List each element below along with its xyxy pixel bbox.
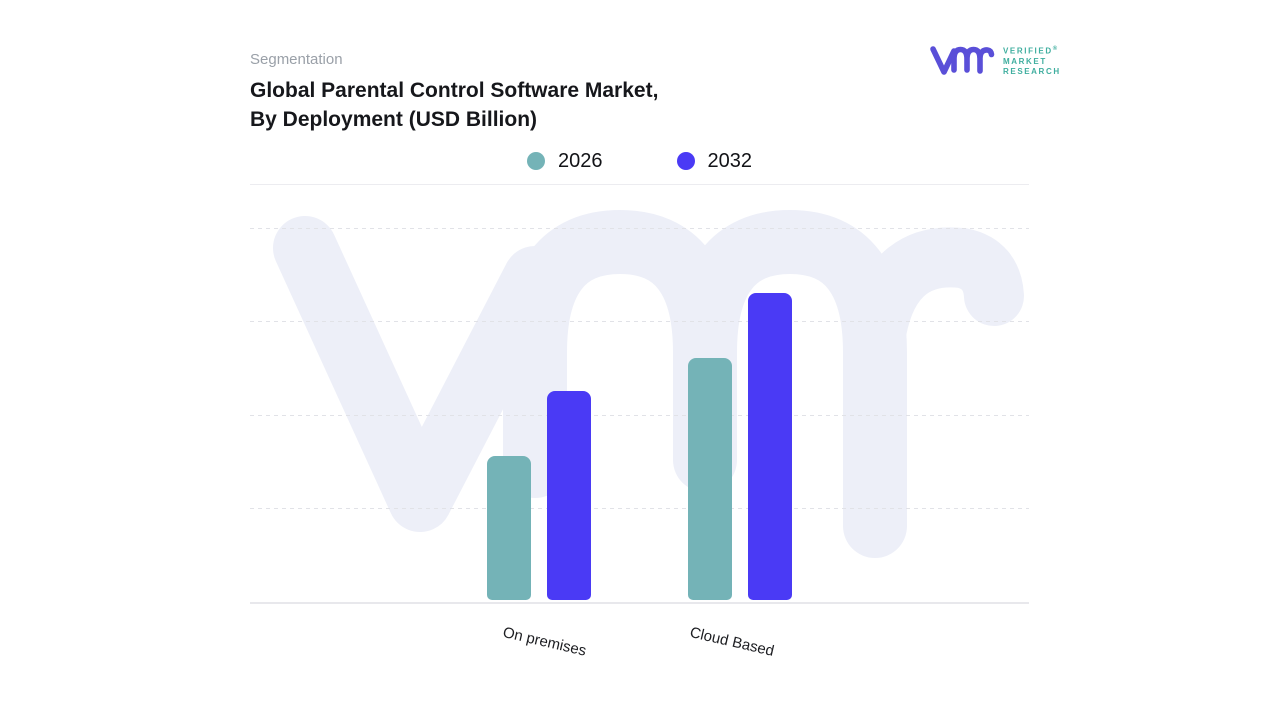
- gridline-3: [250, 415, 1029, 416]
- bar-2032-cloud-based[interactable]: [748, 293, 792, 600]
- registered-trademark-symbol: ®: [1052, 46, 1058, 52]
- logo-wordmark: VERIFIED® MARKET RESEARCH: [1003, 44, 1061, 77]
- gridline-top: [250, 228, 1029, 229]
- legend-dot-2026: [527, 152, 545, 170]
- vmr-watermark: [273, 210, 1024, 558]
- x-axis-label-cloud-based: Cloud Based: [688, 624, 776, 660]
- page-title-line-2: By Deployment (USD Billion): [250, 108, 538, 131]
- gridline-4: [250, 508, 1029, 509]
- legend-item-2032[interactable]: 2032: [676, 149, 753, 173]
- vmr-logo: VERIFIED® MARKET RESEARCH: [928, 36, 1061, 82]
- chart-legend: 2026 2032: [250, 148, 1029, 174]
- vmr-monogram-icon: [930, 46, 995, 75]
- bar-2026-on-premises[interactable]: [487, 456, 531, 600]
- bar-2032-on-premises[interactable]: [547, 391, 591, 600]
- bar-2026-cloud-based[interactable]: [688, 358, 732, 600]
- page-title-line-1: Global Parental Control Software Market,: [250, 79, 659, 102]
- chart-eyebrow: Segmentation: [250, 51, 343, 68]
- legend-label-2026: 2026: [558, 149, 603, 172]
- logo-wordmark-line-3: RESEARCH: [1003, 66, 1061, 76]
- logo-wordmark-line-1: VERIFIED®: [1003, 46, 1058, 56]
- x-axis-baseline: [250, 602, 1029, 604]
- legend-divider-line: [250, 184, 1029, 185]
- gridline-2: [250, 321, 1029, 322]
- bar-chart-plot-area: On premises Cloud Based: [250, 210, 1029, 660]
- x-axis-label-on-premises: On premises: [501, 624, 588, 660]
- legend-item-2026[interactable]: 2026: [527, 150, 603, 173]
- legend-label-2032: 2032: [707, 149, 753, 172]
- page-title: Global Parental Control Software Market,…: [250, 76, 730, 134]
- legend-dot-2032: [676, 152, 695, 170]
- logo-wordmark-line-2: MARKET: [1003, 56, 1047, 66]
